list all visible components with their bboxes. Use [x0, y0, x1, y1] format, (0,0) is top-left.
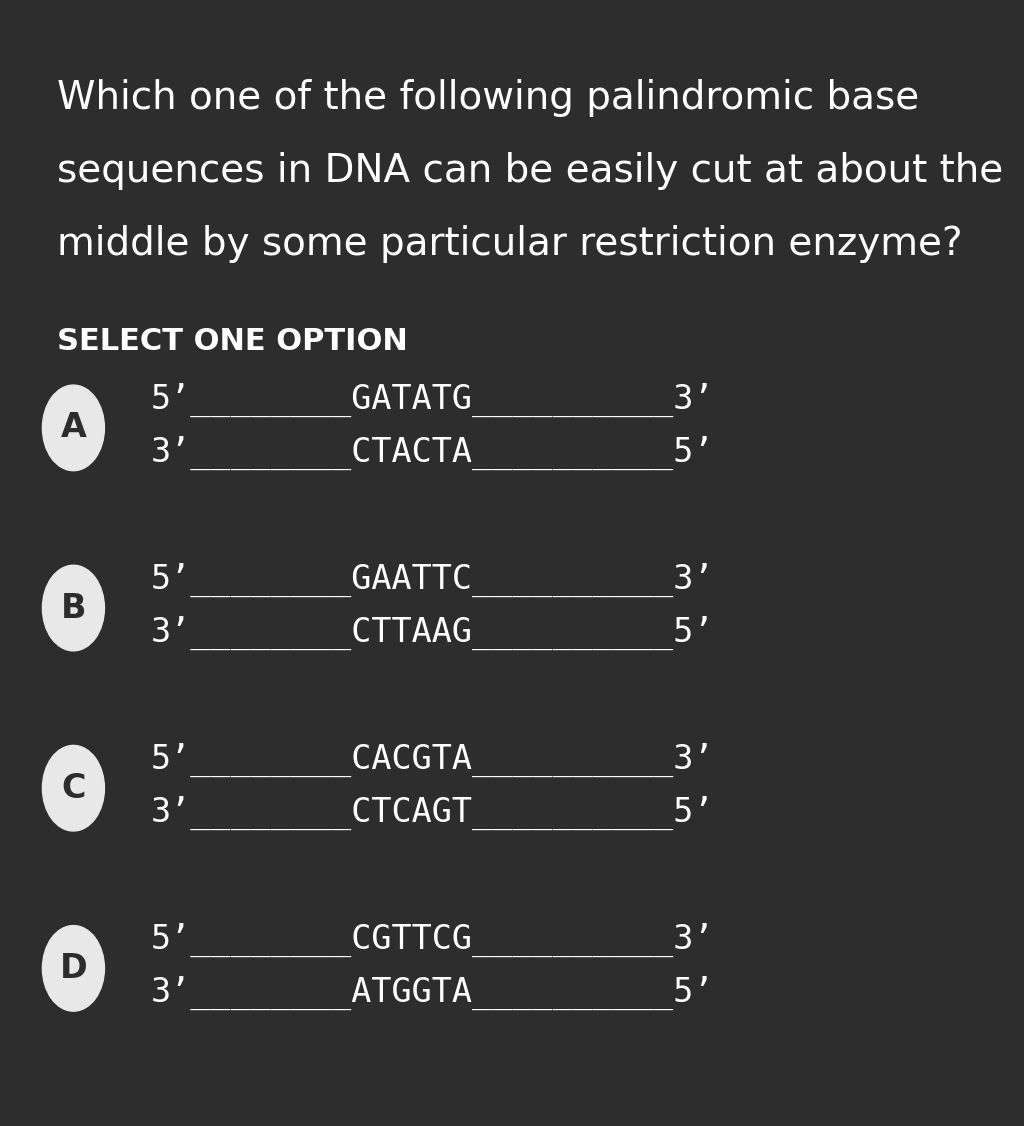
Circle shape — [42, 745, 104, 831]
Text: middle by some particular restriction enzyme?: middle by some particular restriction en… — [57, 225, 963, 263]
Text: 5’________GATATG__________3’: 5’________GATATG__________3’ — [151, 383, 715, 417]
Circle shape — [42, 385, 104, 471]
Text: 5’________GAATTC__________3’: 5’________GAATTC__________3’ — [151, 563, 715, 597]
Text: sequences in DNA can be easily cut at about the: sequences in DNA can be easily cut at ab… — [57, 152, 1004, 190]
Text: 3’________CTTAAG__________5’: 3’________CTTAAG__________5’ — [151, 616, 715, 650]
Text: Which one of the following palindromic base: Which one of the following palindromic b… — [57, 79, 920, 117]
Circle shape — [42, 565, 104, 651]
Text: 3’________ATGGTA__________5’: 3’________ATGGTA__________5’ — [151, 976, 715, 1010]
Text: B: B — [60, 591, 86, 625]
Text: SELECT ONE OPTION: SELECT ONE OPTION — [57, 327, 408, 356]
Text: 3’________CTCAGT__________5’: 3’________CTCAGT__________5’ — [151, 796, 715, 830]
Text: 3’________CTACTA__________5’: 3’________CTACTA__________5’ — [151, 436, 715, 470]
Text: D: D — [59, 951, 87, 985]
Text: 5’________CGTTCG__________3’: 5’________CGTTCG__________3’ — [151, 923, 715, 957]
Text: 5’________CACGTA__________3’: 5’________CACGTA__________3’ — [151, 743, 715, 777]
Text: C: C — [61, 771, 86, 805]
Text: A: A — [60, 411, 86, 445]
Circle shape — [42, 926, 104, 1011]
